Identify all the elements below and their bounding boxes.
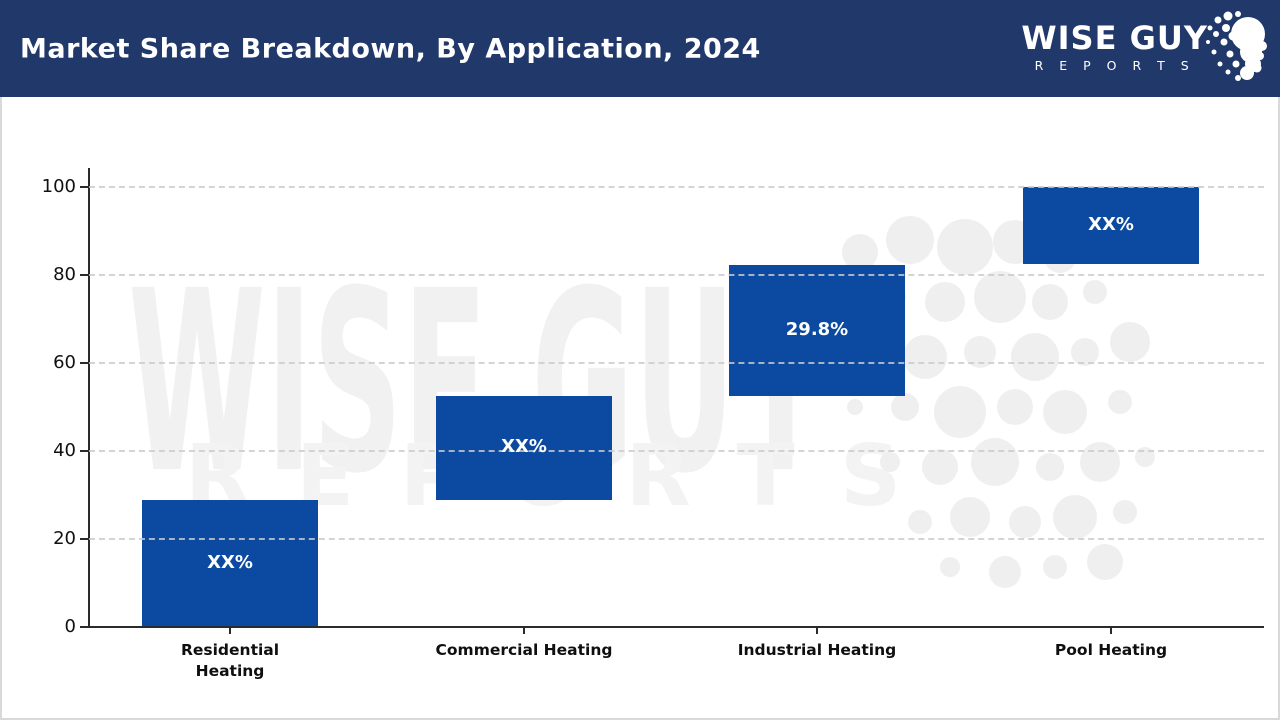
y-tick-mark-0: [80, 626, 89, 628]
bar-segment: [436, 396, 612, 501]
gridline-100: [89, 186, 1264, 188]
header-bar: Market Share Breakdown, By Application, …: [0, 0, 1280, 97]
y-tick-mark-60: [80, 362, 89, 364]
y-tick-label-0: 0: [64, 616, 76, 637]
category-label: Pool Heating: [1054, 641, 1168, 659]
logo-text: WISE GUY R E P O R T S: [1021, 19, 1208, 73]
logo-reports-label: R E P O R T S: [1034, 58, 1195, 73]
category-label: Commercial Heating: [435, 641, 613, 659]
bar-value-label: XX%: [501, 436, 547, 458]
x-tick-mark: [523, 628, 525, 634]
gridline-80: [89, 274, 1264, 276]
y-tick-mark-20: [80, 538, 89, 540]
wise-guy-reports-logo: WISE GUY R E P O R T S: [1021, 8, 1268, 84]
x-tick-mark: [816, 628, 818, 634]
bar-value-label: 29.8%: [785, 318, 849, 340]
y-tick-label-20: 20: [53, 528, 76, 549]
y-tick-mark-100: [80, 186, 89, 188]
y-axis: [88, 168, 90, 628]
y-tick-label-40: 40: [53, 440, 76, 461]
y-tick-mark-80: [80, 274, 89, 276]
wiseguy-face-icon: [1206, 11, 1267, 81]
bar-segment: [729, 265, 905, 397]
logo-wiseguy-label: WISE GUY: [1021, 19, 1208, 57]
bar-segment: [142, 500, 318, 627]
y-tick-label-60: 60: [53, 352, 76, 373]
y-tick-mark-40: [80, 450, 89, 452]
gridline-20: [89, 538, 1264, 540]
x-tick-mark: [1110, 628, 1112, 634]
y-tick-label-80: 80: [53, 264, 76, 285]
page-title: Market Share Breakdown, By Application, …: [20, 33, 761, 64]
x-tick-mark: [229, 628, 231, 634]
bar-value-label: XX%: [1088, 213, 1134, 235]
category-label: Industrial Heating: [737, 641, 897, 659]
bar-value-label: XX%: [207, 551, 253, 573]
y-tick-label-100: 100: [41, 176, 76, 197]
category-label: Residential Heating: [180, 641, 280, 680]
gridline-60: [89, 362, 1264, 364]
x-axis: [80, 626, 1264, 628]
bar-segment: [1023, 187, 1199, 265]
gridline-40: [89, 450, 1264, 452]
